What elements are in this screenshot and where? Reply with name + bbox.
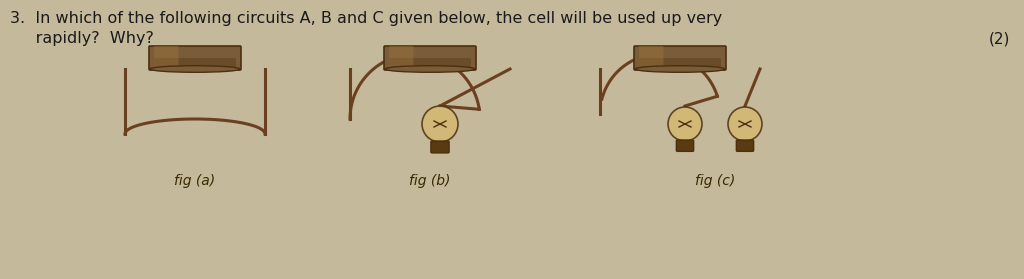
Ellipse shape <box>150 66 240 72</box>
Ellipse shape <box>635 66 725 72</box>
Circle shape <box>422 106 458 142</box>
Text: 3.  In which of the following circuits A, B and C given below, the cell will be : 3. In which of the following circuits A,… <box>10 11 722 26</box>
Circle shape <box>668 107 702 141</box>
Text: (2): (2) <box>988 31 1010 46</box>
FancyBboxPatch shape <box>736 140 754 151</box>
FancyBboxPatch shape <box>154 46 178 70</box>
FancyBboxPatch shape <box>639 46 664 70</box>
FancyBboxPatch shape <box>389 58 471 70</box>
FancyBboxPatch shape <box>384 46 476 70</box>
Text: fig (c): fig (c) <box>695 174 735 188</box>
Ellipse shape <box>385 66 475 72</box>
FancyBboxPatch shape <box>154 58 236 70</box>
FancyBboxPatch shape <box>150 46 241 70</box>
Text: rapidly?  Why?: rapidly? Why? <box>10 31 154 46</box>
Text: fig (a): fig (a) <box>174 174 216 188</box>
FancyBboxPatch shape <box>431 141 450 153</box>
FancyBboxPatch shape <box>634 46 726 70</box>
Circle shape <box>728 107 762 141</box>
FancyBboxPatch shape <box>639 58 721 70</box>
FancyBboxPatch shape <box>676 140 693 151</box>
Text: fig (b): fig (b) <box>410 174 451 188</box>
FancyBboxPatch shape <box>389 46 414 70</box>
